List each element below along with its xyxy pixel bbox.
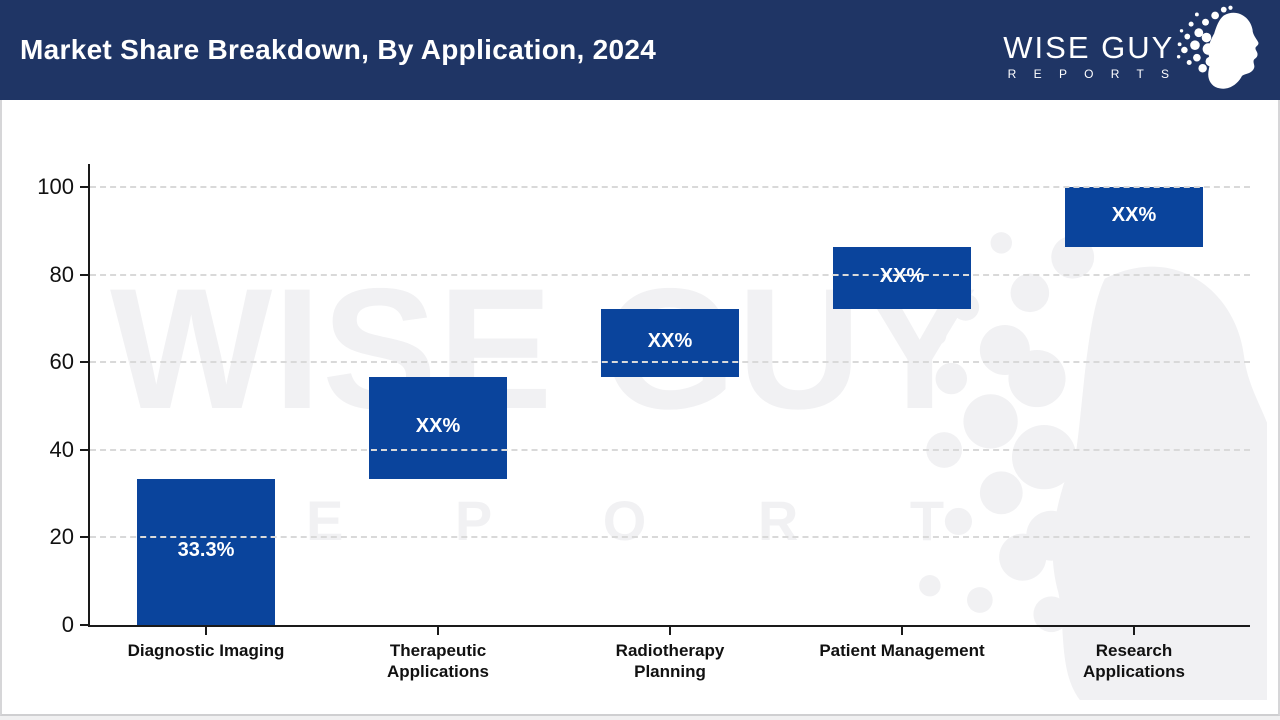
y-tick-label: 100 bbox=[37, 174, 74, 199]
y-tick-label: 60 bbox=[49, 349, 74, 375]
bar bbox=[369, 377, 507, 480]
bar bbox=[833, 246, 971, 309]
logo-name: WISE GUY bbox=[1003, 29, 1175, 65]
category-label: Radiotherapy Planning bbox=[615, 641, 725, 681]
y-tick-label: 40 bbox=[49, 436, 74, 462]
y-tick-label: 20 bbox=[49, 524, 74, 550]
watermark-subtext: R E P O R T S bbox=[154, 489, 1142, 552]
y-tick-mark bbox=[80, 186, 88, 188]
bottom-strip bbox=[0, 716, 1280, 720]
category-label: Therapeutic Applications bbox=[386, 641, 489, 681]
y-tick-mark bbox=[80, 273, 88, 276]
bar bbox=[137, 479, 275, 625]
bar-value-label: XX% bbox=[879, 264, 925, 287]
y-tick-label: 0 bbox=[61, 612, 74, 637]
bar-value-label: XX% bbox=[415, 415, 461, 438]
x-axis-line bbox=[88, 625, 1250, 627]
gridline bbox=[90, 186, 1250, 188]
x-tick-mark bbox=[205, 627, 207, 635]
bar bbox=[601, 308, 739, 378]
category-label: Patient Management bbox=[819, 641, 985, 660]
y-tick-mark bbox=[80, 361, 88, 364]
bar-value-label: 33.3% bbox=[177, 539, 235, 562]
category-label: Research Applications bbox=[1082, 641, 1185, 681]
y-tick-mark bbox=[80, 448, 88, 451]
logo-wordmark: WISE GUY R E P O R T S bbox=[1002, 30, 1176, 81]
y-tick-label: 80 bbox=[49, 261, 74, 287]
gridline bbox=[90, 273, 1250, 276]
bar-value-label: XX% bbox=[1111, 203, 1157, 226]
x-tick-mark bbox=[901, 627, 903, 635]
chart-title: Market Share Breakdown, By Application, … bbox=[20, 34, 657, 65]
bar-value-label: XX% bbox=[647, 329, 693, 352]
wiseguy-logo: WISE GUY R E P O R T S bbox=[1002, 5, 1266, 95]
bar bbox=[1065, 187, 1203, 247]
gridline bbox=[90, 361, 1250, 364]
y-axis-line bbox=[88, 164, 90, 627]
x-tick-mark bbox=[437, 627, 439, 635]
watermark-text: WISE GUY bbox=[110, 253, 979, 445]
head-profile-icon bbox=[1176, 5, 1259, 89]
header: Market Share Breakdown, By Application, … bbox=[0, 0, 1280, 100]
gridline bbox=[90, 448, 1250, 451]
y-tick-mark bbox=[80, 536, 88, 539]
x-tick-mark bbox=[669, 627, 671, 635]
category-label: Diagnostic Imaging bbox=[127, 641, 285, 660]
y-tick-mark bbox=[80, 624, 88, 626]
x-tick-mark bbox=[1133, 627, 1135, 635]
gridline bbox=[90, 536, 1250, 539]
chart-card: WISE GUY R E P O R T S 0 20 40 60 80 100 33.3%… bbox=[0, 100, 1280, 716]
logo-subtext: R E P O R T S bbox=[1007, 66, 1176, 81]
